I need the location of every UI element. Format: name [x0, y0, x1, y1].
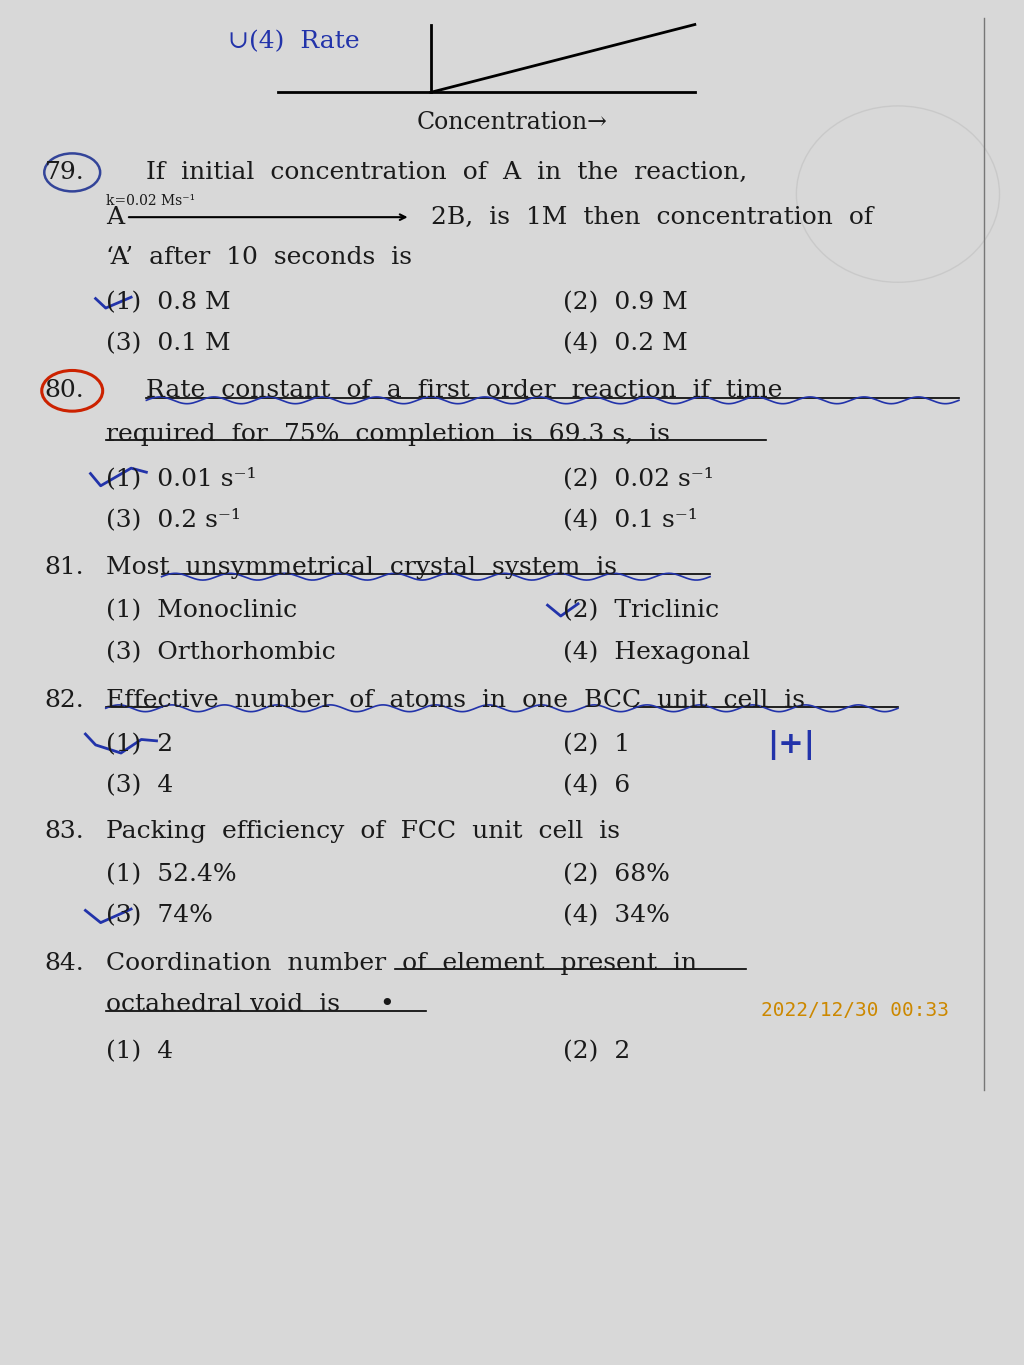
Text: (3)  0.2 s⁻¹: (3) 0.2 s⁻¹ [105, 508, 241, 531]
Text: 82.: 82. [45, 688, 85, 711]
Text: (1)  0.01 s⁻¹: (1) 0.01 s⁻¹ [105, 467, 256, 490]
Text: required  for  75%  completion  is  69.3 s,  is: required for 75% completion is 69.3 s, i… [105, 423, 670, 446]
Text: (3)  74%: (3) 74% [105, 905, 213, 927]
Text: Effective  number  of  atoms  in  one  BCC  unit  cell  is: Effective number of atoms in one BCC uni… [105, 688, 805, 711]
Text: |+|: |+| [767, 730, 815, 760]
Text: (1)  4: (1) 4 [105, 1040, 173, 1063]
Text: (3)  Orthorhombic: (3) Orthorhombic [105, 642, 336, 665]
Text: Most  unsymmetrical  crystal  system  is: Most unsymmetrical crystal system is [105, 556, 616, 579]
Text: A: A [105, 206, 124, 229]
Text: 2B,  is  1M  then  concentration  of: 2B, is 1M then concentration of [431, 206, 872, 229]
Text: (2)  0.02 s⁻¹: (2) 0.02 s⁻¹ [563, 467, 714, 490]
Text: (2)  Triclinic: (2) Triclinic [563, 599, 719, 622]
Text: (4)  Hexagonal: (4) Hexagonal [563, 642, 750, 665]
Text: ∪(4)  Rate: ∪(4) Rate [227, 30, 359, 53]
Text: (2)  68%: (2) 68% [563, 864, 670, 887]
Text: (2)  0.9 M: (2) 0.9 M [563, 291, 687, 314]
Text: (4)  0.1 s⁻¹: (4) 0.1 s⁻¹ [563, 508, 697, 531]
Text: Packing  efficiency  of  FCC  unit  cell  is: Packing efficiency of FCC unit cell is [105, 820, 620, 844]
Text: (1)  52.4%: (1) 52.4% [105, 864, 237, 887]
Text: (4)  0.2 M: (4) 0.2 M [563, 332, 687, 355]
Text: 84.: 84. [45, 951, 85, 975]
Text: (2)  2: (2) 2 [563, 1040, 630, 1063]
Text: 79.: 79. [45, 161, 85, 184]
Text: 83.: 83. [45, 820, 85, 844]
Text: ‘A’  after  10  seconds  is: ‘A’ after 10 seconds is [105, 246, 412, 269]
Text: 80.: 80. [45, 379, 85, 403]
Text: (4)  6: (4) 6 [563, 774, 630, 797]
Text: Rate  constant  of  a  first  order  reaction  if  time: Rate constant of a first order reaction … [146, 379, 782, 403]
Text: Concentration→: Concentration→ [417, 111, 607, 134]
Text: (3)  4: (3) 4 [105, 774, 173, 797]
Text: (1)  2: (1) 2 [105, 733, 173, 756]
Text: (2)  1: (2) 1 [563, 733, 630, 756]
Text: If  initial  concentration  of  A  in  the  reaction,: If initial concentration of A in the rea… [146, 161, 748, 184]
Text: (1)  Monoclinic: (1) Monoclinic [105, 599, 297, 622]
Text: 2022/12/30 00:33: 2022/12/30 00:33 [761, 1002, 949, 1020]
Text: Coordination  number  of  element  present  in: Coordination number of element present i… [105, 951, 697, 975]
Text: (1)  0.8 M: (1) 0.8 M [105, 291, 230, 314]
Text: (3)  0.1 M: (3) 0.1 M [105, 332, 230, 355]
Text: octahedral void  is     •: octahedral void is • [105, 992, 394, 1016]
Text: 81.: 81. [45, 556, 84, 579]
Text: (4)  34%: (4) 34% [563, 905, 670, 927]
Text: k=0.02 Ms⁻¹: k=0.02 Ms⁻¹ [105, 194, 195, 207]
